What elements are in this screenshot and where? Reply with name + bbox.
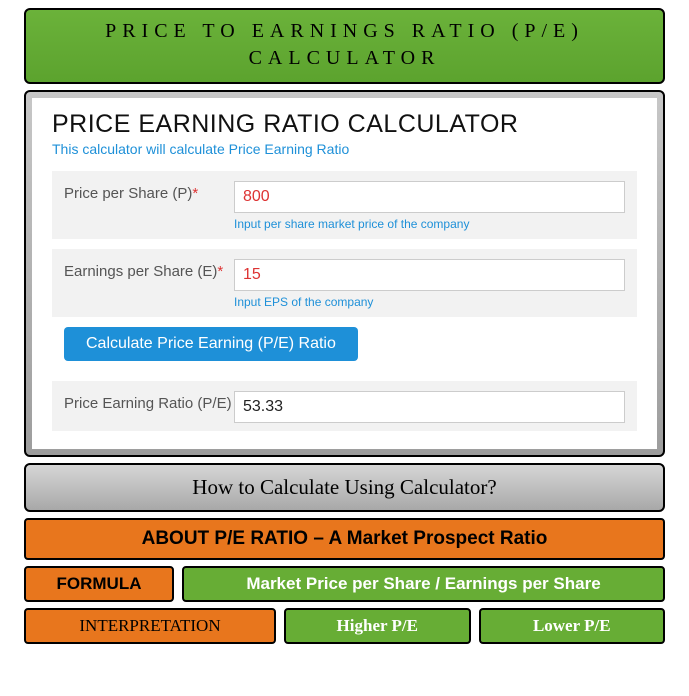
lower-pe-chip: Lower P/E bbox=[479, 608, 666, 644]
eps-hint: Input EPS of the company bbox=[234, 295, 625, 309]
page-title-banner: PRICE TO EARNINGS RATIO (P/E) CALCULATOR bbox=[24, 8, 665, 84]
calculate-button[interactable]: Calculate Price Earning (P/E) Ratio bbox=[64, 327, 358, 361]
howto-banner: How to Calculate Using Calculator? bbox=[24, 463, 665, 512]
title-line-1: PRICE TO EARNINGS RATIO (P/E) bbox=[32, 18, 657, 45]
formula-text-chip: Market Price per Share / Earnings per Sh… bbox=[182, 566, 665, 602]
required-asterisk: * bbox=[217, 263, 223, 280]
calculator-subtitle: This calculator will calculate Price Ear… bbox=[52, 141, 637, 157]
title-line-2: CALCULATOR bbox=[32, 45, 657, 72]
result-label: Price Earning Ratio (P/E) bbox=[64, 391, 234, 412]
price-input[interactable] bbox=[234, 181, 625, 213]
eps-input[interactable] bbox=[234, 259, 625, 291]
result-row: Price Earning Ratio (P/E) bbox=[52, 381, 637, 431]
higher-pe-chip: Higher P/E bbox=[284, 608, 471, 644]
calculator-inner: PRICE EARNING RATIO CALCULATOR This calc… bbox=[32, 98, 657, 449]
calculator-title: PRICE EARNING RATIO CALCULATOR bbox=[52, 110, 637, 139]
price-row: Price per Share (P)* Input per share mar… bbox=[52, 171, 637, 239]
formula-label-chip: FORMULA bbox=[24, 566, 174, 602]
formula-row: FORMULA Market Price per Share / Earning… bbox=[24, 566, 665, 602]
interpretation-row: INTERPRETATION Higher P/E Lower P/E bbox=[24, 608, 665, 644]
price-hint: Input per share market price of the comp… bbox=[234, 217, 625, 231]
interpretation-label-chip: INTERPRETATION bbox=[24, 608, 276, 644]
eps-row: Earnings per Share (E)* Input EPS of the… bbox=[52, 249, 637, 317]
required-asterisk: * bbox=[192, 185, 198, 202]
result-output bbox=[234, 391, 625, 423]
price-label: Price per Share (P)* bbox=[64, 181, 234, 202]
eps-label: Earnings per Share (E)* bbox=[64, 259, 234, 280]
calculator-card: PRICE EARNING RATIO CALCULATOR This calc… bbox=[24, 90, 665, 457]
about-banner: ABOUT P/E RATIO – A Market Prospect Rati… bbox=[24, 518, 665, 560]
